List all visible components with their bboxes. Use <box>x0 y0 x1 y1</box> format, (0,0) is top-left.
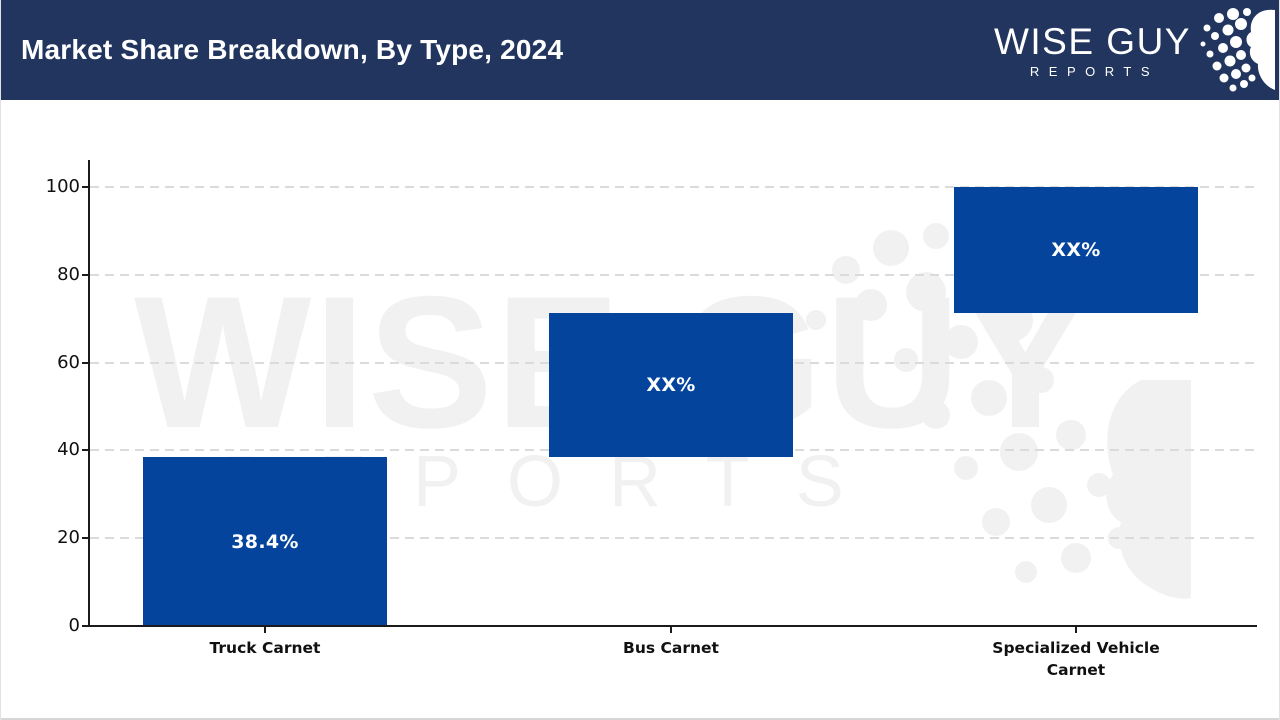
x-tick-mark-3 <box>1075 627 1077 633</box>
y-gridline-80 <box>90 273 1257 276</box>
bottom-border <box>1 718 1279 720</box>
wiseguy-logo: WISE GUY REPORTS <box>994 6 1275 94</box>
y-tick-label-100: 100 <box>45 176 80 197</box>
y-tick-mark-0 <box>82 625 89 627</box>
logo-subtext: REPORTS <box>1029 63 1160 79</box>
x-category-label-2: Bus Carnet <box>623 639 719 657</box>
y-gridline-100 <box>90 186 1257 188</box>
logo-face-icon <box>1200 8 1275 92</box>
y-tick-mark-100 <box>82 186 89 188</box>
y-axis-spine <box>88 160 90 627</box>
bar-value-label-3: XX% <box>1051 238 1101 261</box>
x-category-label-1: Truck Carnet <box>209 639 321 657</box>
y-gridline-20 <box>90 537 1257 540</box>
y-tick-mark-40 <box>82 449 89 452</box>
y-tick-mark-20 <box>82 537 89 540</box>
y-tick-mark-80 <box>82 273 89 276</box>
bar-3: XX% <box>954 187 1198 313</box>
bar-2: XX% <box>549 312 793 458</box>
y-tick-label-20: 20 <box>57 527 80 549</box>
x-tick-mark-1 <box>264 627 266 633</box>
x-tick-mark-2 <box>670 627 672 633</box>
y-tick-label-60: 60 <box>57 351 80 373</box>
bar-value-label-2: XX% <box>646 374 696 397</box>
x-axis-spine <box>88 625 1257 627</box>
header-bar: Market Share Breakdown, By Type, 2024 WI… <box>1 0 1279 100</box>
bar-1: 38.4% <box>143 457 387 626</box>
y-tick-label-0: 0 <box>68 615 80 636</box>
bar-value-label-1: 38.4% <box>231 530 299 553</box>
y-tick-label-40: 40 <box>57 439 80 461</box>
y-tick-label-80: 80 <box>57 263 80 285</box>
logo-text: WISE GUY REPORTS <box>994 23 1191 78</box>
y-tick-mark-60 <box>82 361 89 364</box>
chart-title: Market Share Breakdown, By Type, 2024 <box>21 34 564 65</box>
x-category-label-3: Specialized Vehicle Carnet <box>992 639 1160 679</box>
logo-wordmark: WISE GUY <box>993 20 1191 62</box>
